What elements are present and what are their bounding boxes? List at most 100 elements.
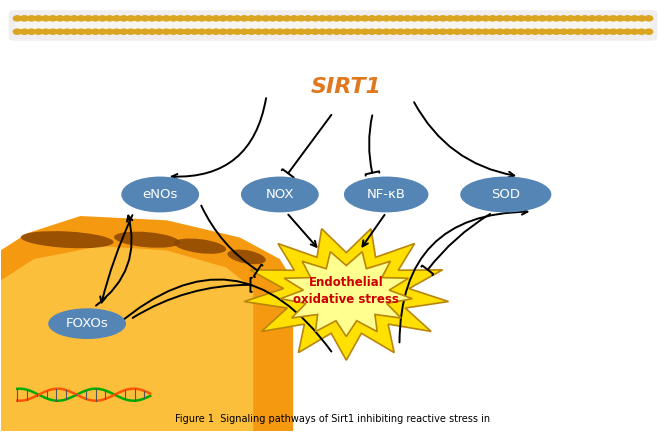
Text: NOX: NOX [266,188,294,201]
Circle shape [524,29,532,34]
Circle shape [616,29,624,34]
Circle shape [311,29,319,34]
Text: SOD: SOD [492,188,520,201]
Circle shape [616,16,624,21]
Circle shape [609,29,617,34]
Ellipse shape [344,177,428,212]
Circle shape [375,29,383,34]
Circle shape [105,29,113,34]
Circle shape [127,29,135,34]
Circle shape [268,29,276,34]
Circle shape [169,16,177,21]
Circle shape [418,29,426,34]
Circle shape [411,16,418,21]
Circle shape [645,29,653,34]
Polygon shape [280,252,412,337]
Circle shape [240,29,248,34]
Polygon shape [1,246,253,431]
Circle shape [439,29,447,34]
Circle shape [212,16,220,21]
Circle shape [148,29,156,34]
Circle shape [184,16,192,21]
Circle shape [482,16,490,21]
Circle shape [332,16,340,21]
Circle shape [453,29,461,34]
Circle shape [120,16,128,21]
Circle shape [439,16,447,21]
Circle shape [581,16,589,21]
Circle shape [35,29,43,34]
FancyBboxPatch shape [9,10,657,41]
Circle shape [609,16,617,21]
Circle shape [474,29,482,34]
Circle shape [163,29,170,34]
Circle shape [318,29,326,34]
Circle shape [503,29,511,34]
Circle shape [49,29,57,34]
Circle shape [290,16,298,21]
Circle shape [559,29,567,34]
Circle shape [432,29,440,34]
Circle shape [545,16,553,21]
Circle shape [567,29,575,34]
Circle shape [42,29,50,34]
Circle shape [105,16,113,21]
Circle shape [631,29,639,34]
Circle shape [268,16,276,21]
Circle shape [581,29,589,34]
Circle shape [637,29,645,34]
Circle shape [468,29,476,34]
Circle shape [453,16,461,21]
Circle shape [283,16,291,21]
Circle shape [446,16,454,21]
Circle shape [517,16,525,21]
Circle shape [545,29,553,34]
Circle shape [56,16,64,21]
Circle shape [503,16,511,21]
Text: eNOs: eNOs [143,188,178,201]
Circle shape [347,29,355,34]
Circle shape [382,16,390,21]
Circle shape [623,16,631,21]
Circle shape [418,16,426,21]
Text: NF-κB: NF-κB [367,188,406,201]
Circle shape [91,16,99,21]
Circle shape [134,16,142,21]
Circle shape [460,29,468,34]
Circle shape [637,16,645,21]
Circle shape [49,16,57,21]
Circle shape [496,29,503,34]
Circle shape [531,29,539,34]
Circle shape [482,29,490,34]
Text: SIRT1: SIRT1 [311,77,382,97]
Circle shape [645,16,653,21]
Circle shape [233,16,241,21]
Circle shape [354,29,362,34]
Circle shape [198,29,206,34]
Ellipse shape [227,250,266,264]
Circle shape [602,29,610,34]
Circle shape [489,29,497,34]
Circle shape [283,29,291,34]
Circle shape [354,16,362,21]
Circle shape [99,29,107,34]
Circle shape [176,16,184,21]
Circle shape [524,16,532,21]
Circle shape [538,16,546,21]
Circle shape [127,16,135,21]
Circle shape [190,16,198,21]
Circle shape [404,29,412,34]
Circle shape [219,16,227,21]
Circle shape [226,16,234,21]
Circle shape [361,16,369,21]
Circle shape [169,29,177,34]
Circle shape [85,16,92,21]
Circle shape [91,29,99,34]
Circle shape [468,16,476,21]
Circle shape [297,16,305,21]
Circle shape [113,16,121,21]
Circle shape [21,29,29,34]
Circle shape [517,29,525,34]
Circle shape [63,16,71,21]
Circle shape [205,16,213,21]
